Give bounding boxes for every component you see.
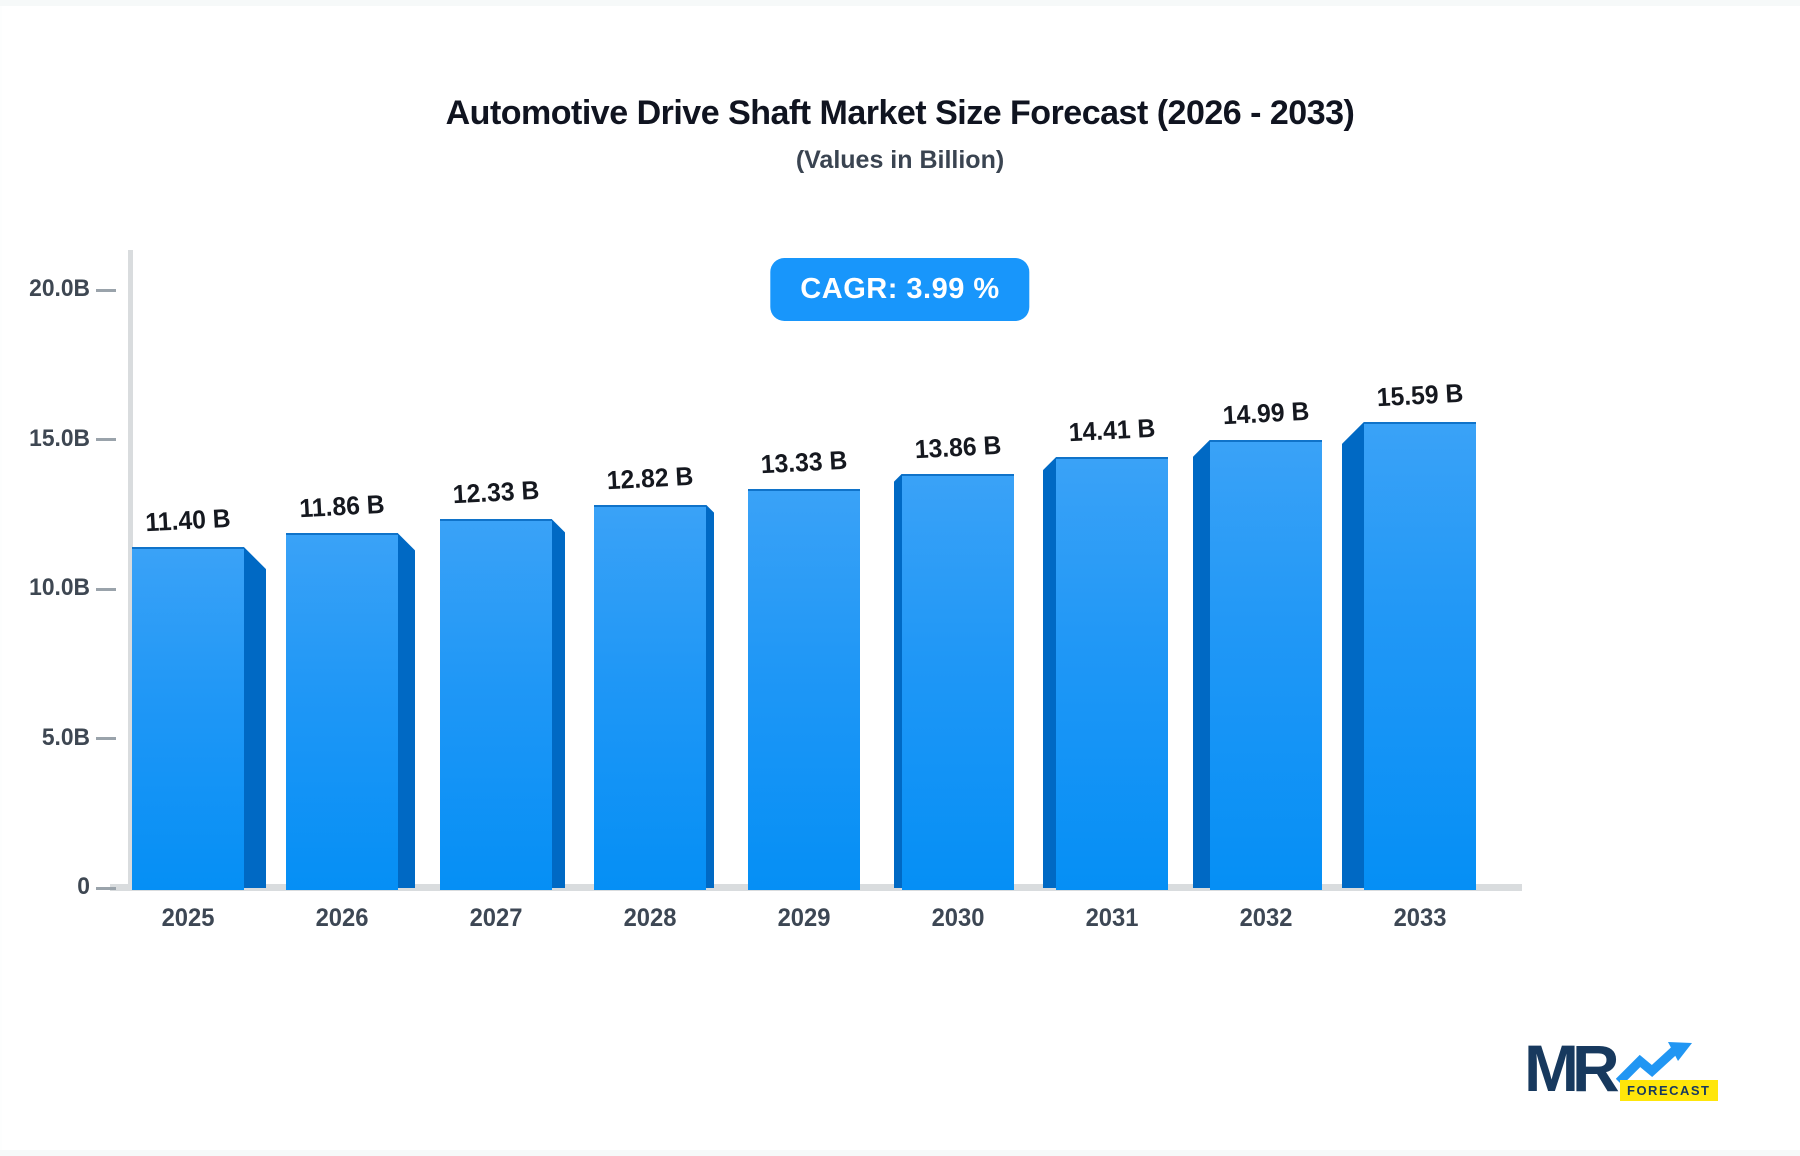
chart-subtitle: (Values in Billion) [795,146,1005,174]
bar-2027 [440,519,552,890]
y-tick-label: 10.0B [29,574,90,601]
y-tick-label: 5.0B [41,723,90,751]
trend-arrow-icon [1616,1042,1692,1086]
bar-value-label: 11.86 B [298,489,386,524]
bar-value-label: 13.33 B [759,445,848,480]
y-tick-label: 0 [77,873,90,900]
bar-2028 [594,504,706,890]
y-tick-dash [96,587,116,591]
bar-2026 [286,533,398,890]
x-tick-label: 2028 [623,904,677,932]
x-tick-label: 2030 [931,904,985,932]
bar-value-label: 14.41 B [1067,412,1156,448]
bar-value-label: 12.82 B [605,460,694,495]
y-tick-label: 15.0B [29,424,90,452]
cagr-badge: CAGR: 3.99 % [770,258,1030,321]
x-tick-label: 2027 [469,904,523,932]
bar-2025 [132,547,244,890]
bar-side-2027 [552,519,565,888]
bar-value-label: 15.59 B [1375,377,1464,413]
bar-2032 [1210,439,1322,890]
logo-mr-text: MR [1524,1031,1620,1105]
bar-side-2025 [244,547,266,888]
bar-side-2026 [398,533,415,888]
bar-value-label: 13.86 B [913,429,1002,464]
bar-value-label: 12.33 B [451,475,540,510]
bar-side-2030 [894,473,902,888]
y-tick-dash [96,886,116,890]
x-tick-label: 2025 [161,904,215,932]
y-tick-dash [96,737,116,740]
mr-forecast-logo: MR FORECAST [1524,1031,1718,1106]
bar-side-2033 [1342,421,1364,888]
x-tick-label: 2029 [777,904,831,932]
x-tick-label: 2031 [1085,904,1139,932]
bar-side-2031 [1043,457,1056,888]
logo-forecast-text: FORECAST [1620,1080,1718,1101]
x-tick-label: 2033 [1393,904,1447,932]
bar-2031 [1056,457,1168,890]
bar-2033 [1364,421,1476,890]
y-tick-dash [96,288,116,292]
bar-2030 [902,473,1014,890]
chart-title: Automotive Drive Shaft Market Size Forec… [445,94,1355,132]
bar-side-2028 [706,504,714,888]
bar-2029 [748,489,860,890]
y-tick-label: 20.0B [29,275,90,302]
x-tick-label: 2032 [1239,904,1293,932]
y-tick-dash [96,438,116,441]
bar-value-label: 14.99 B [1221,395,1310,431]
bar-side-2032 [1193,439,1210,888]
y-axis-line [128,250,133,890]
x-tick-label: 2026 [315,904,369,932]
